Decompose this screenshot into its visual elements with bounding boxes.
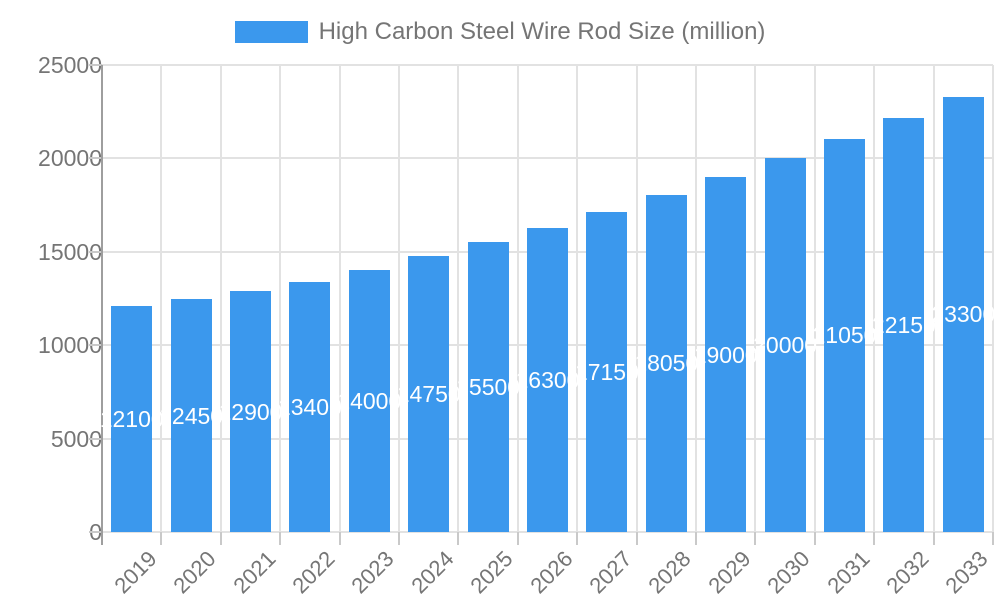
v-gridline	[992, 65, 994, 532]
v-gridline	[338, 65, 341, 532]
bar-value-label: 13400	[277, 393, 342, 420]
h-gridline	[102, 531, 993, 533]
v-gridline	[219, 65, 222, 532]
bar-value-label: 18050	[634, 350, 699, 377]
x-axis-tick	[457, 532, 460, 545]
x-axis-label: 2021	[227, 546, 281, 599]
x-axis-tick	[160, 532, 163, 545]
y-axis-line	[101, 65, 103, 545]
bar	[289, 281, 331, 532]
bar	[942, 96, 984, 532]
x-axis-label: 2029	[703, 546, 756, 599]
bar	[824, 138, 865, 532]
x-axis-label: 2033	[940, 546, 993, 599]
bar	[230, 291, 271, 532]
bar-value-label: 12450	[159, 402, 224, 429]
bar	[705, 177, 747, 532]
y-axis-tick	[89, 531, 102, 533]
x-axis-tick	[279, 532, 282, 545]
v-gridline	[398, 65, 400, 532]
x-axis-tick	[695, 532, 697, 545]
x-axis-tick	[635, 532, 638, 545]
v-gridline	[160, 65, 163, 532]
v-gridline	[279, 65, 282, 532]
v-gridline	[457, 65, 460, 532]
bar	[764, 158, 806, 532]
x-axis-label: 2025	[465, 546, 518, 599]
bar-value-label: 22150	[871, 312, 936, 339]
x-axis-tick	[932, 532, 935, 545]
x-axis-label: 2032	[881, 546, 934, 599]
bar	[111, 305, 153, 532]
bar	[348, 270, 390, 532]
x-axis-tick	[813, 532, 816, 545]
bar-value-label: 14000	[337, 388, 402, 415]
x-axis-label: 2031	[821, 546, 875, 599]
x-axis-label: 2030	[762, 546, 815, 599]
x-axis-label: 2024	[406, 546, 459, 599]
h-gridline	[102, 64, 993, 67]
x-axis-label: 2023	[346, 546, 399, 599]
plot-area: 0500010000150002000025000121002019124502…	[38, 52, 996, 598]
bar-value-label: 16300	[515, 366, 580, 393]
v-gridline	[873, 65, 876, 532]
y-axis-tick	[89, 437, 102, 440]
legend: High Carbon Steel Wire Rod Size (million…	[0, 18, 1000, 46]
x-axis-tick	[873, 532, 876, 545]
v-gridline	[635, 65, 638, 532]
bar	[467, 242, 509, 532]
y-axis-tick	[89, 157, 102, 160]
y-axis-tick	[89, 344, 102, 347]
x-axis-tick	[754, 532, 757, 545]
x-axis-tick	[516, 532, 519, 545]
bar	[527, 227, 568, 532]
bar-value-label: 14750	[396, 381, 461, 408]
y-axis-tick	[89, 250, 102, 253]
v-gridline	[576, 65, 579, 532]
bar	[883, 118, 925, 532]
bar	[170, 299, 212, 532]
bar-value-label: 23300	[931, 301, 996, 328]
legend-swatch	[234, 21, 308, 43]
bar-value-label: 15500	[456, 374, 521, 401]
v-gridline	[813, 65, 816, 532]
x-axis-label: 2028	[643, 546, 696, 599]
bar-value-label: 19000	[693, 341, 758, 368]
x-axis-tick	[219, 532, 222, 545]
x-axis-label: 2026	[524, 546, 578, 599]
y-axis-tick	[89, 64, 102, 67]
bar	[645, 194, 687, 532]
v-gridline	[754, 65, 757, 532]
h-gridline	[102, 157, 993, 160]
bar	[586, 211, 628, 532]
x-axis-label: 2020	[168, 546, 221, 599]
x-axis-label: 2019	[109, 546, 162, 599]
bar	[408, 256, 450, 532]
x-axis-tick	[338, 532, 341, 545]
x-axis-tick	[992, 532, 994, 545]
bar-value-label: 21050	[812, 322, 877, 349]
v-gridline	[695, 65, 697, 532]
x-axis-label: 2027	[584, 546, 637, 599]
x-axis-tick	[398, 532, 400, 545]
bar-value-label: 12100	[99, 405, 164, 432]
x-axis-label: 2022	[287, 546, 340, 599]
v-gridline	[516, 65, 519, 532]
bar-value-label: 12900	[218, 398, 283, 425]
bar-value-label: 17150	[574, 358, 639, 385]
bar-value-label: 20000	[753, 332, 818, 359]
legend-label: High Carbon Steel Wire Rod Size (million…	[318, 18, 766, 45]
x-axis-tick	[576, 532, 579, 545]
v-gridline	[932, 65, 935, 532]
